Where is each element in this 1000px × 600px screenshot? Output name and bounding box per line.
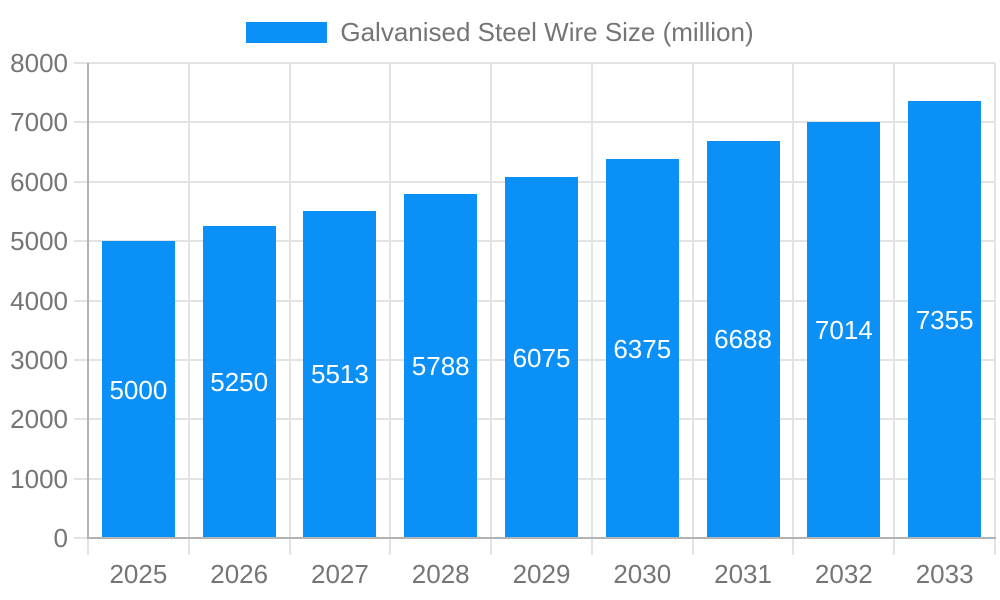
y-axis-tick-label: 6000 (10, 166, 68, 197)
y-axis-tick-label: 0 (53, 523, 68, 553)
y-axis-tick-label: 4000 (10, 285, 68, 316)
bar (505, 177, 578, 537)
bar-value-label: 5513 (311, 359, 369, 390)
gridline-vertical (792, 63, 795, 538)
gridline-vertical (893, 63, 896, 538)
x-axis-tick (288, 538, 291, 555)
y-axis-tick (74, 240, 88, 243)
gridline-horizontal (88, 121, 995, 124)
bar-value-label: 7355 (915, 304, 974, 335)
x-axis-tick (87, 538, 89, 555)
x-axis-tick-label: 2032 (814, 559, 873, 589)
y-axis-tick (74, 477, 88, 480)
y-axis-tick-label: 7000 (10, 107, 68, 138)
y-axis-tick (74, 358, 88, 361)
bar (303, 210, 377, 537)
x-axis-tick-label: 2031 (714, 559, 772, 589)
y-axis-tick (74, 121, 88, 124)
x-axis-tick (893, 538, 896, 555)
x-axis-tick (691, 538, 694, 555)
y-axis-tick-label: 3000 (10, 344, 68, 375)
gridline-vertical (187, 63, 190, 538)
y-axis-tick-label: 5000 (10, 226, 68, 257)
gridline-vertical (490, 63, 493, 538)
x-axis-tick-label: 2029 (512, 559, 571, 589)
bar-value-label: 6075 (512, 342, 571, 373)
x-axis-tick-label: 2030 (613, 559, 672, 589)
bar-value-label: 5000 (109, 374, 168, 405)
bar-value-label: 5250 (210, 367, 269, 398)
bar-value-label: 5788 (411, 351, 470, 382)
y-axis-tick-label: 2000 (10, 404, 68, 435)
gridline-vertical (590, 63, 593, 538)
gridline-horizontal (88, 62, 995, 64)
x-axis-tick (389, 538, 392, 555)
gridline-vertical (691, 63, 694, 538)
legend: Galvanised Steel Wire Size (million) (0, 17, 1000, 47)
bar (202, 226, 276, 537)
y-axis-tick (74, 180, 88, 183)
y-axis-tick (74, 418, 88, 421)
x-axis-tick (792, 538, 795, 555)
x-axis-tick (994, 538, 996, 555)
bar (706, 140, 780, 537)
x-axis-tick-label: 2033 (915, 559, 974, 589)
y-axis-tick (74, 537, 88, 539)
bar (404, 194, 478, 537)
x-axis-tick-label: 2028 (411, 559, 470, 589)
y-axis-tick (74, 299, 88, 302)
bar (908, 101, 982, 537)
x-axis-tick-label: 2026 (210, 559, 269, 589)
x-axis-tick (590, 538, 593, 555)
bar-value-label: 6688 (714, 324, 772, 355)
x-axis-tick (187, 538, 190, 555)
gridline-vertical (288, 63, 291, 538)
y-axis-line (87, 63, 89, 539)
legend-swatch (246, 21, 328, 43)
y-axis-tick-label: 8000 (10, 48, 68, 78)
bar (807, 121, 881, 537)
x-axis-tick-label: 2027 (311, 559, 369, 589)
x-axis-tick-label: 2025 (109, 559, 168, 589)
bar (605, 159, 679, 537)
bar-value-label: 6375 (613, 333, 672, 364)
legend-label: Galvanised Steel Wire Size (million) (340, 17, 754, 47)
bar-value-label: 7014 (814, 314, 873, 345)
y-axis-tick (74, 62, 88, 64)
x-axis-tick (490, 538, 493, 555)
x-axis-line (87, 537, 996, 539)
bar (101, 241, 175, 537)
y-axis-tick-label: 1000 (10, 463, 68, 494)
gridline-vertical (389, 63, 392, 538)
gridline-vertical (994, 63, 996, 538)
